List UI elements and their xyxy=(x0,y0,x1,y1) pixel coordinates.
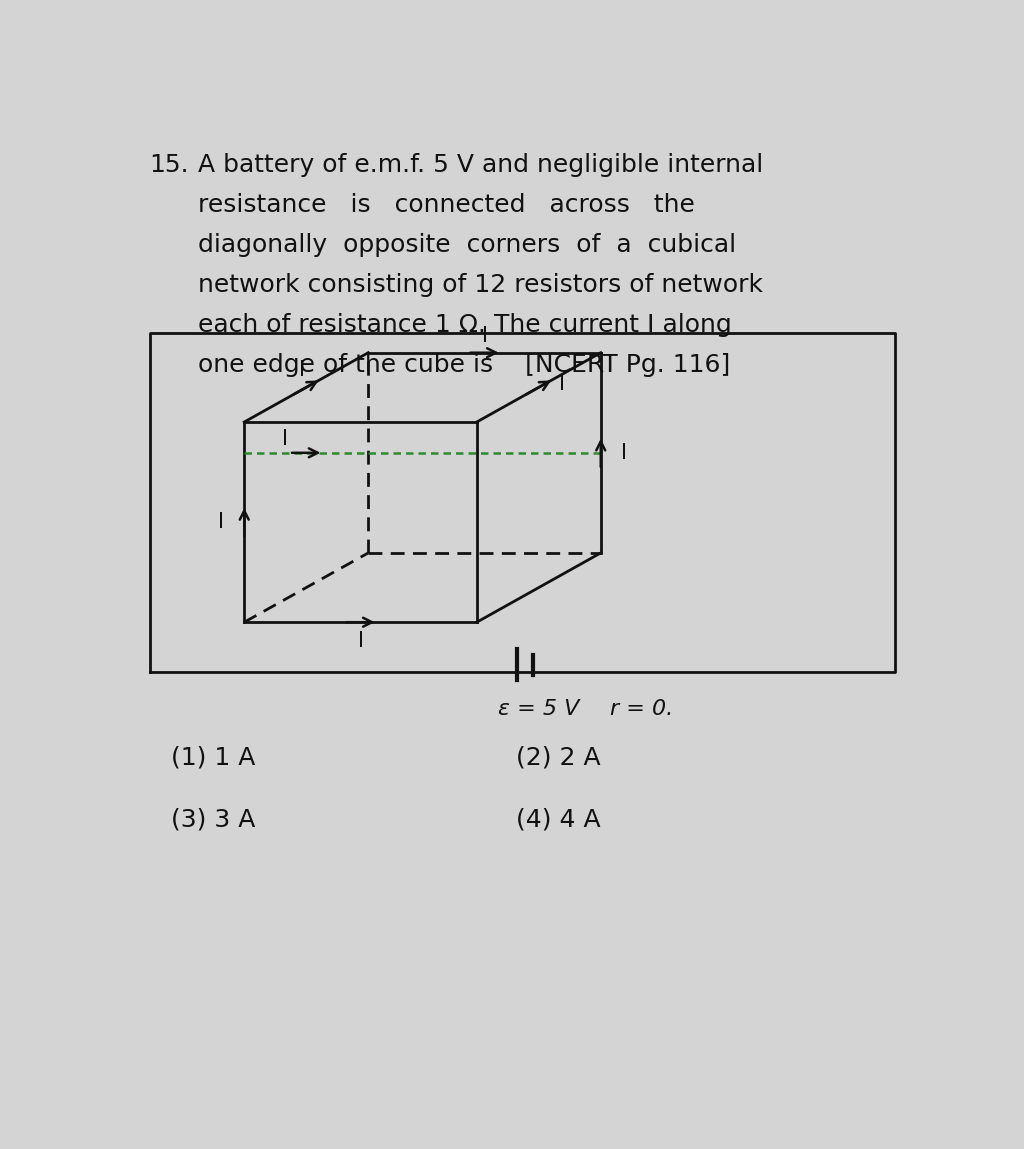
Text: ε = 5 V: ε = 5 V xyxy=(498,700,579,719)
Text: (4) 4 A: (4) 4 A xyxy=(515,807,600,831)
Text: I: I xyxy=(299,361,305,380)
Text: A battery of e.m.f. 5 V and negligible internal: A battery of e.m.f. 5 V and negligible i… xyxy=(198,153,763,177)
Text: (2) 2 A: (2) 2 A xyxy=(515,746,600,770)
Text: (3) 3 A: (3) 3 A xyxy=(171,807,255,831)
Text: network consisting of 12 resistors of network: network consisting of 12 resistors of ne… xyxy=(198,272,763,296)
Text: one edge of the cube is    [NCERT Pg. 116]: one edge of the cube is [NCERT Pg. 116] xyxy=(198,353,730,377)
Text: diagonally  opposite  corners  of  a  cubical: diagonally opposite corners of a cubical xyxy=(198,232,736,256)
Text: resistance   is   connected   across   the: resistance is connected across the xyxy=(198,193,694,216)
Text: 15.: 15. xyxy=(150,153,189,177)
Text: I: I xyxy=(559,373,565,393)
Text: (1) 1 A: (1) 1 A xyxy=(171,746,255,770)
Text: I: I xyxy=(357,632,364,651)
Text: I: I xyxy=(282,429,288,449)
Text: each of resistance 1 Ω. The current I along: each of resistance 1 Ω. The current I al… xyxy=(198,313,731,337)
Text: I: I xyxy=(218,512,224,532)
Text: I: I xyxy=(481,326,487,346)
Text: r = 0.: r = 0. xyxy=(610,700,674,719)
Text: I: I xyxy=(621,442,627,463)
